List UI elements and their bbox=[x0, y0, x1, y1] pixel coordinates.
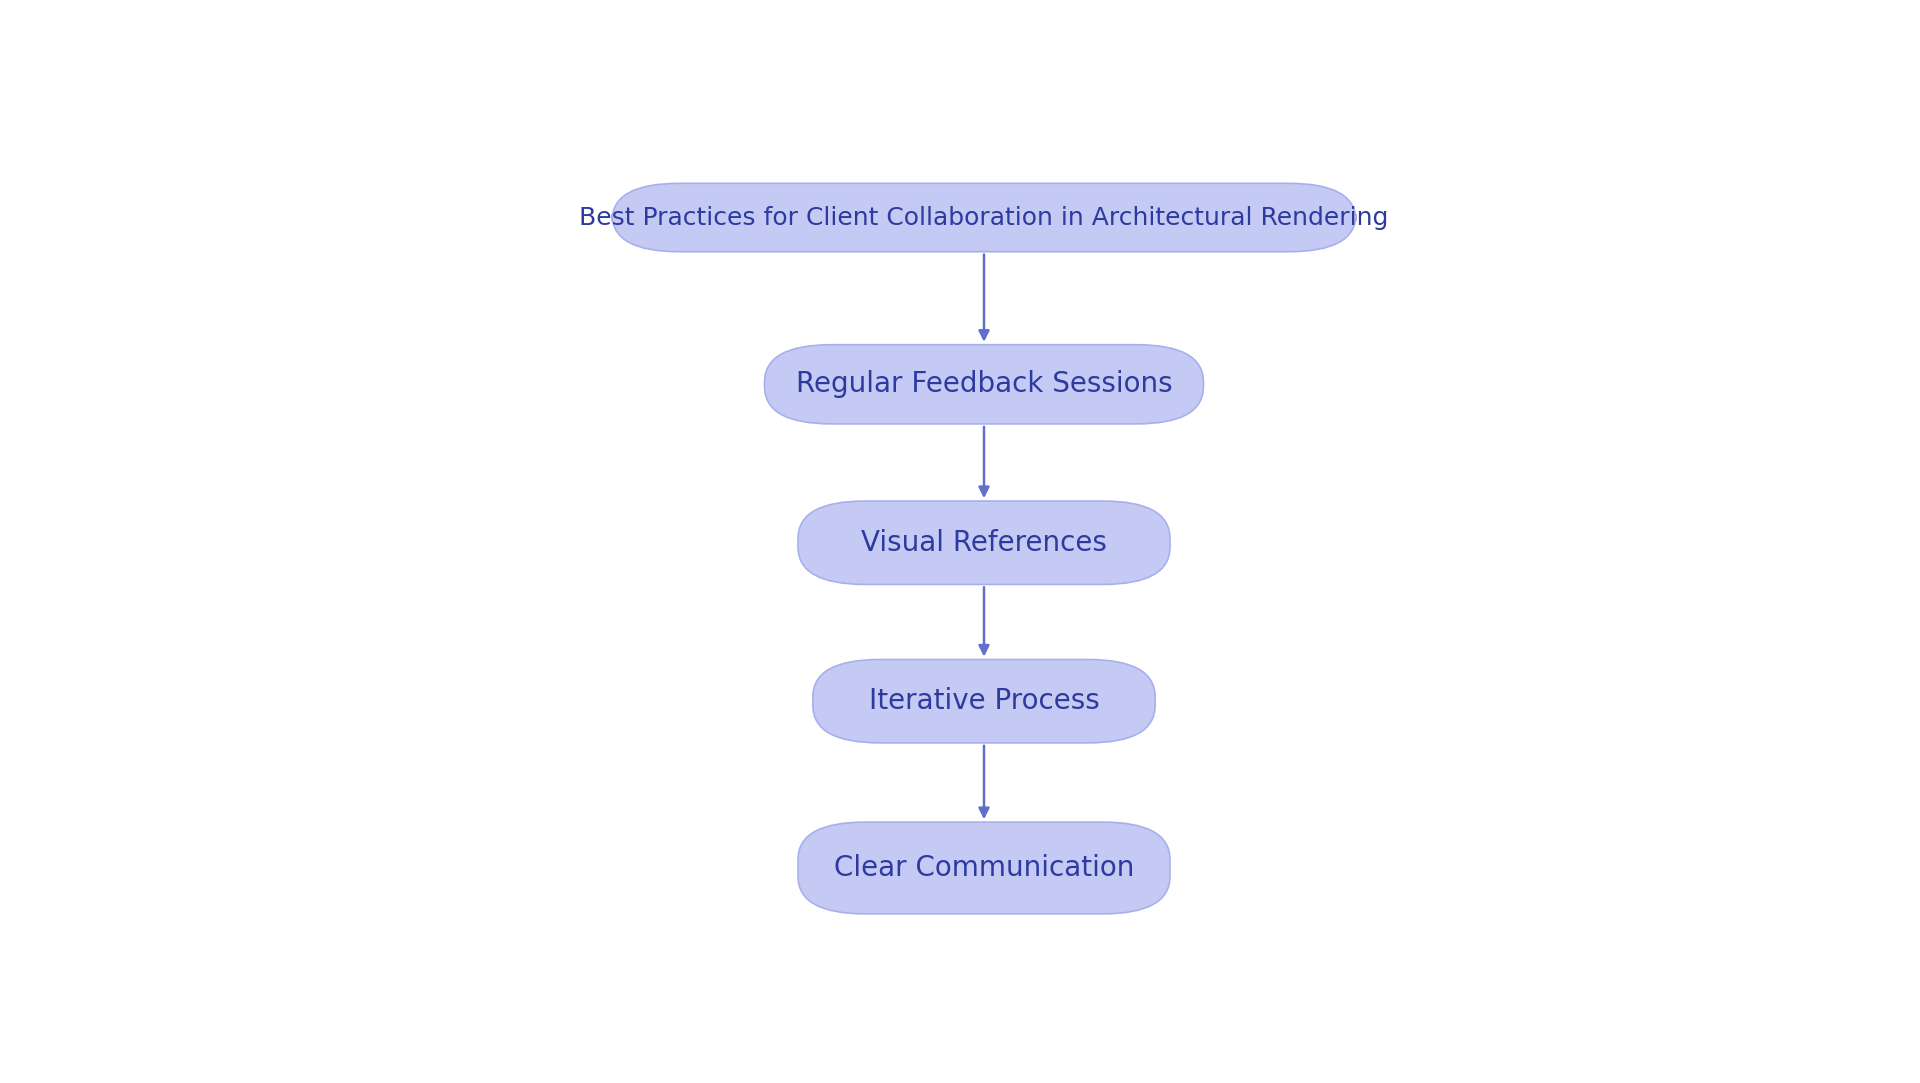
Text: Clear Communication: Clear Communication bbox=[833, 854, 1135, 882]
FancyBboxPatch shape bbox=[764, 344, 1204, 423]
FancyBboxPatch shape bbox=[612, 183, 1356, 251]
Text: Visual References: Visual References bbox=[860, 529, 1108, 557]
Text: Regular Feedback Sessions: Regular Feedback Sessions bbox=[795, 370, 1173, 399]
Text: Iterative Process: Iterative Process bbox=[868, 688, 1100, 715]
FancyBboxPatch shape bbox=[799, 822, 1169, 914]
FancyBboxPatch shape bbox=[799, 501, 1169, 585]
Text: Best Practices for Client Collaboration in Architectural Rendering: Best Practices for Client Collaboration … bbox=[580, 206, 1388, 230]
FancyBboxPatch shape bbox=[812, 660, 1156, 743]
